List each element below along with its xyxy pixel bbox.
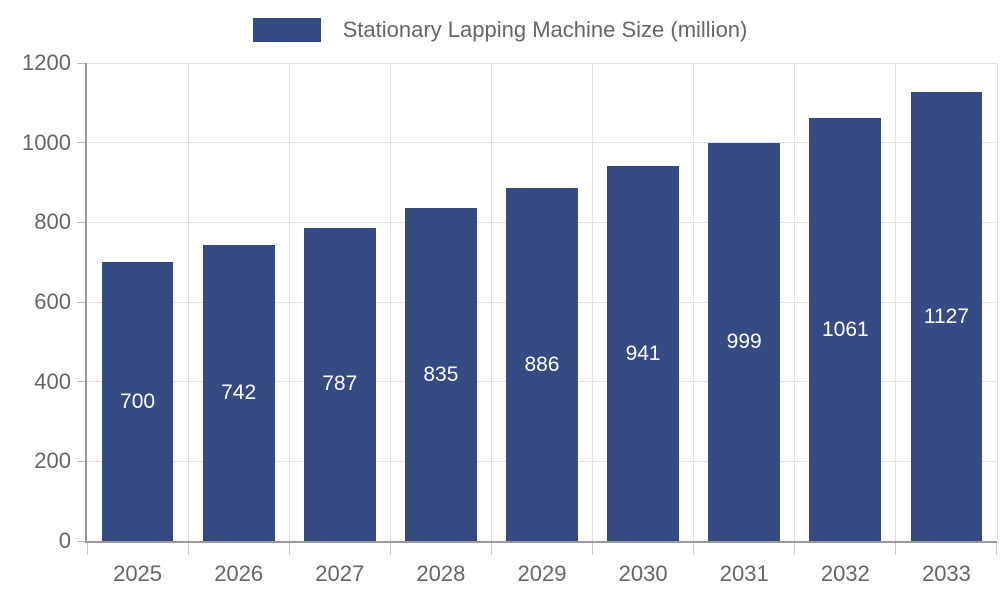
x-axis-label: 2029 bbox=[517, 561, 567, 586]
gridline-vertical bbox=[389, 63, 391, 541]
x-axis-tick bbox=[995, 543, 997, 555]
x-axis-tick bbox=[693, 543, 695, 555]
bar: 835 bbox=[404, 208, 477, 541]
y-axis-tick bbox=[77, 381, 85, 383]
bar-value-label: 835 bbox=[423, 362, 459, 386]
gridline-vertical bbox=[794, 63, 796, 541]
x-axis-tick bbox=[86, 543, 88, 555]
y-axis-label: 600 bbox=[34, 289, 71, 314]
x-axis-label: 2033 bbox=[921, 561, 971, 586]
legend-swatch bbox=[252, 18, 321, 42]
gridline-vertical bbox=[592, 63, 594, 541]
legend-label: Stationary Lapping Machine Size (million… bbox=[342, 17, 748, 42]
gridline-vertical bbox=[996, 63, 998, 541]
x-axis-tick bbox=[592, 543, 594, 555]
bar: 1127 bbox=[910, 92, 983, 541]
bar-value-label: 787 bbox=[322, 372, 358, 396]
gridline-vertical bbox=[187, 63, 189, 541]
y-axis-label: 400 bbox=[34, 368, 71, 394]
y-axis-tick bbox=[77, 301, 85, 303]
x-axis-tick bbox=[389, 543, 391, 555]
bar: 999 bbox=[708, 143, 781, 541]
bar-value-label: 941 bbox=[625, 341, 661, 365]
bar-value-label: 742 bbox=[221, 381, 257, 405]
x-axis-tick bbox=[187, 543, 189, 555]
bar: 700 bbox=[101, 262, 174, 541]
gridline-vertical bbox=[490, 63, 492, 541]
bar-value-label: 1127 bbox=[923, 304, 970, 328]
bar: 787 bbox=[303, 227, 376, 541]
y-axis-label: 1200 bbox=[22, 50, 71, 75]
bar: 886 bbox=[506, 188, 578, 541]
bar: 941 bbox=[607, 166, 679, 541]
bar-value-label: 886 bbox=[524, 352, 560, 376]
x-axis-label: 2028 bbox=[416, 561, 466, 586]
gridline-vertical bbox=[288, 63, 290, 541]
y-axis-label: 1000 bbox=[22, 129, 71, 155]
y-axis-tick bbox=[77, 62, 85, 64]
y-axis-tick bbox=[77, 142, 85, 144]
gridline-horizontal bbox=[87, 62, 997, 64]
x-axis-tick bbox=[288, 543, 290, 555]
x-axis-label: 2030 bbox=[618, 561, 668, 586]
y-axis-label: 0 bbox=[58, 528, 71, 553]
y-axis-label: 200 bbox=[34, 448, 71, 474]
x-axis-label: 2027 bbox=[315, 561, 365, 586]
y-axis-tick bbox=[77, 460, 85, 462]
bar: 1061 bbox=[809, 118, 882, 541]
y-axis-tick bbox=[77, 221, 85, 223]
x-axis-label: 2026 bbox=[214, 561, 264, 586]
bar-value-label: 1061 bbox=[821, 317, 869, 341]
y-axis-label: 800 bbox=[34, 209, 71, 235]
x-axis-label: 2031 bbox=[719, 561, 769, 586]
x-axis-tick bbox=[895, 543, 897, 555]
chart-legend[interactable]: Stationary Lapping Machine Size (million… bbox=[0, 17, 1000, 43]
bar-value-label: 700 bbox=[120, 389, 156, 413]
x-axis-tick bbox=[490, 543, 492, 555]
plot-area: 0 200 400 600 800 1000 1200 700 2025 742 2026 787 20… bbox=[22, 50, 998, 586]
bar: 742 bbox=[202, 245, 275, 541]
x-axis-tick bbox=[794, 543, 796, 555]
bar-value-label: 999 bbox=[726, 330, 762, 354]
gridline-vertical bbox=[693, 63, 695, 541]
x-axis-label: 2032 bbox=[820, 561, 870, 586]
x-axis-label: 2025 bbox=[113, 561, 163, 586]
gridline-horizontal bbox=[87, 142, 997, 144]
gridline-vertical bbox=[895, 63, 897, 541]
y-axis-tick bbox=[77, 540, 85, 542]
